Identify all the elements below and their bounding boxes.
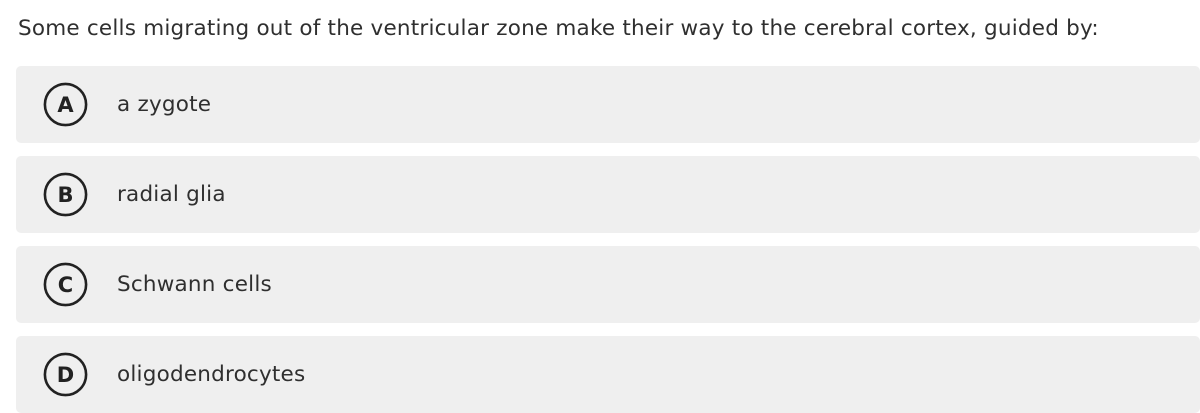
option-label-b: radial glia — [117, 181, 226, 207]
option-letter-d: D — [57, 363, 74, 387]
answer-option-d[interactable]: D oligodendrocytes — [16, 336, 1200, 413]
answer-option-c[interactable]: C Schwann cells — [16, 246, 1200, 323]
answer-option-a[interactable]: A a zygote — [16, 66, 1200, 143]
option-label-d: oligodendrocytes — [117, 361, 306, 387]
option-letter-a: A — [57, 93, 74, 117]
option-label-c: Schwann cells — [117, 271, 272, 297]
question-stem: Some cells migrating out of the ventricu… — [18, 16, 1099, 41]
option-letter-badge-b-icon: B — [43, 172, 88, 217]
option-label-a: a zygote — [117, 91, 212, 117]
option-letter-badge-d-icon: D — [43, 352, 88, 397]
option-letter-badge-c-icon: C — [43, 262, 88, 307]
option-letter-c: C — [58, 273, 73, 297]
option-letter-badge-a-icon: A — [43, 82, 88, 127]
option-letter-b: B — [57, 183, 73, 207]
answer-option-b[interactable]: B radial glia — [16, 156, 1200, 233]
answer-options-list: A a zygote B radial glia C Schwann cel — [0, 66, 1200, 413]
